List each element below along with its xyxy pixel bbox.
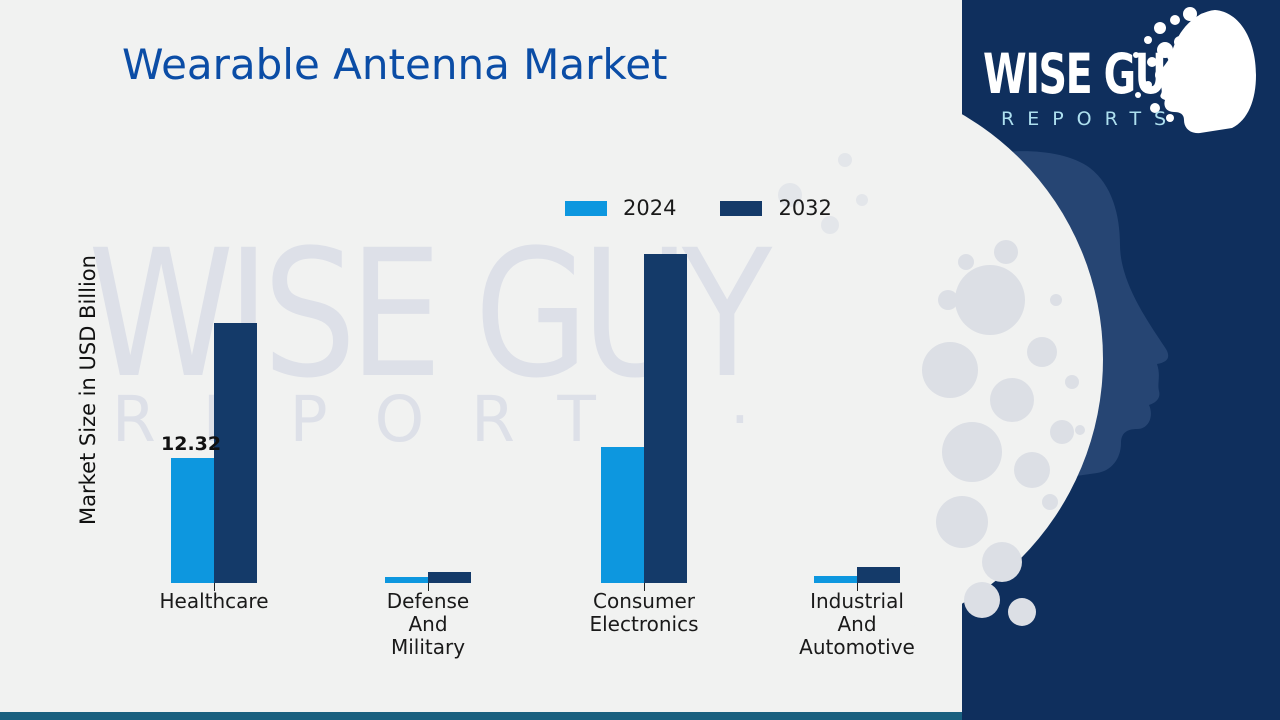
chart-title: Wearable Antenna Market xyxy=(122,40,668,89)
bar-2032-defense-and-military xyxy=(428,572,471,583)
bar-value-label: 12.32 xyxy=(161,433,222,455)
faint-dots xyxy=(778,153,868,234)
logo-wiseguy-text: WISE GUY xyxy=(983,42,1194,106)
bar-2024-defense-and-military xyxy=(385,577,428,583)
legend-item-2024: 2024 xyxy=(565,196,676,220)
accent-bar xyxy=(0,712,962,720)
x-tick xyxy=(214,583,215,591)
bar-2024-healthcare xyxy=(171,458,214,583)
legend-swatch-2024 xyxy=(565,200,607,216)
wise-guy-reports-logo: WISE GUY REPORTS xyxy=(983,42,1274,130)
bar-2024-consumer-electronics xyxy=(601,447,644,583)
legend: 2024 2032 xyxy=(565,196,832,220)
bar-2032-healthcare xyxy=(214,323,257,583)
category-label-defense-and-military: Defense And Military xyxy=(386,589,470,659)
legend-swatch-2032 xyxy=(720,200,763,216)
category-label-consumer-electronics: Consumer Electronics xyxy=(589,589,699,636)
legend-item-2032: 2032 xyxy=(720,196,832,220)
y-axis-label: Market Size in USD Billion xyxy=(76,255,100,525)
category-label-healthcare: Healthcare xyxy=(159,589,269,613)
head-icon xyxy=(1133,7,1256,134)
x-tick xyxy=(857,583,858,591)
x-tick xyxy=(644,583,645,591)
bar-2032-industrial-and-automotive xyxy=(857,567,900,583)
legend-label-2032: 2032 xyxy=(778,196,832,220)
x-tick xyxy=(428,583,429,591)
bar-2032-consumer-electronics xyxy=(644,254,687,583)
bar-2024-industrial-and-automotive xyxy=(814,576,857,583)
legend-label-2024: 2024 xyxy=(623,196,677,220)
brain-dots xyxy=(922,240,1085,626)
logo-reports-text: REPORTS xyxy=(1001,108,1180,130)
category-label-industrial-and-automotive: Industrial And Automotive xyxy=(799,589,915,659)
